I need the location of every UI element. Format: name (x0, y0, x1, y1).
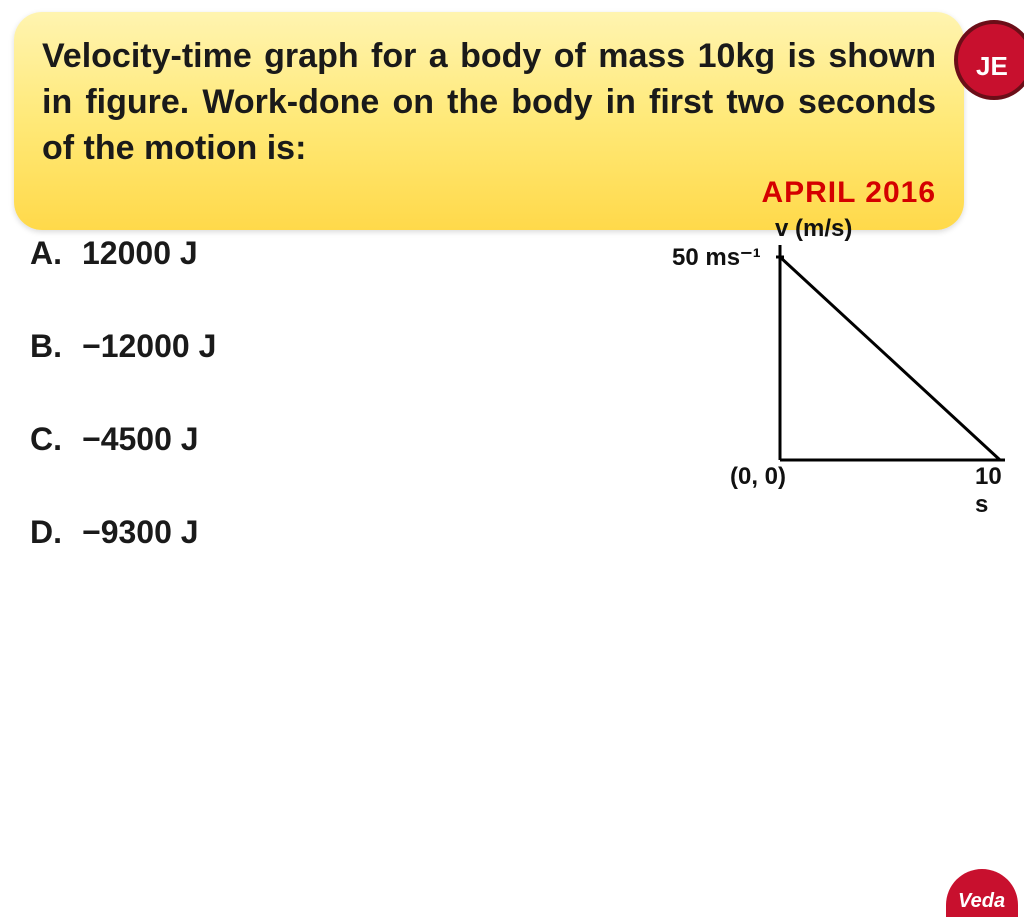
badge-text: JE (976, 51, 1008, 82)
brand-logo: Veda (946, 869, 1018, 917)
option-a[interactable]: A. 12000 J (30, 235, 216, 272)
question-text: Velocity-time graph for a body of mass 1… (42, 34, 936, 172)
option-letter: B. (30, 328, 64, 365)
option-value: −12000 J (82, 328, 216, 365)
option-value: −9300 J (82, 514, 199, 551)
velocity-line (780, 257, 1000, 460)
option-c[interactable]: C. −4500 J (30, 421, 216, 458)
origin-label: (0, 0) (730, 463, 786, 491)
y-axis-label: v (m/s) (775, 215, 852, 243)
option-letter: C. (30, 421, 64, 458)
velocity-time-graph: v (m/s) 50 ms⁻¹ (0, 0) 10 s (620, 215, 1010, 495)
option-letter: A. (30, 235, 64, 272)
option-d[interactable]: D. −9300 J (30, 514, 216, 551)
question-date: APRIL 2016 (42, 176, 936, 210)
exam-badge: JE (954, 20, 1024, 100)
option-value: −4500 J (82, 421, 199, 458)
option-b[interactable]: B. −12000 J (30, 328, 216, 365)
option-letter: D. (30, 514, 64, 551)
question-card: Velocity-time graph for a body of mass 1… (14, 12, 964, 230)
y-tick-label: 50 ms⁻¹ (672, 243, 761, 272)
x-tick-label: 10 s (975, 463, 1010, 519)
brand-text: Veda (958, 890, 1005, 913)
option-value: 12000 J (82, 235, 198, 272)
answer-options: A. 12000 J B. −12000 J C. −4500 J D. −93… (30, 235, 216, 607)
